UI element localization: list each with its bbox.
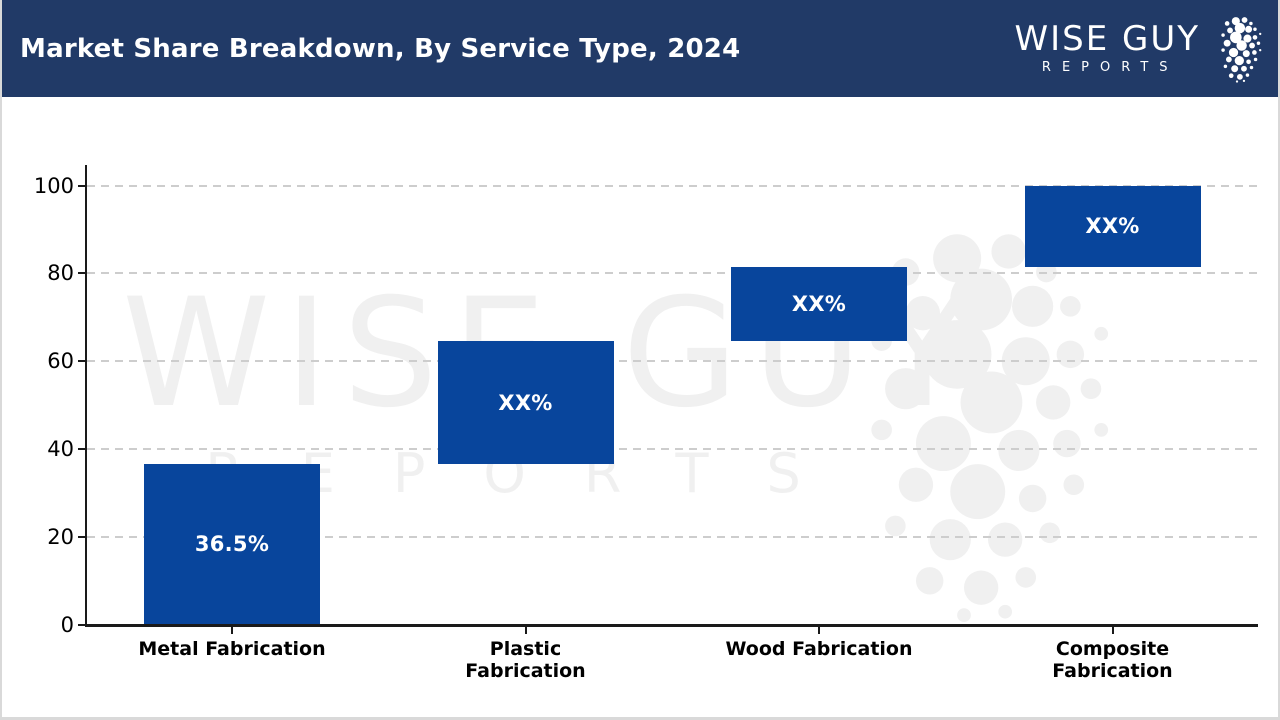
header-bar: Market Share Breakdown, By Service Type,… [2,0,1278,97]
chart-title: Market Share Breakdown, By Service Type,… [20,33,741,64]
y-tick-label: 80 [47,261,74,286]
x-axis [85,624,1258,627]
y-tick [78,272,85,275]
logo-subtext: REPORTS [1041,59,1179,75]
x-tick [524,627,527,634]
bar-segment: 36.5% [144,464,320,625]
y-tick-label: 100 [33,173,74,198]
gridline [87,360,1258,363]
x-tick-label-line: Metal Fabrication [138,638,326,660]
x-tick-label-line: Plastic [489,638,562,660]
y-tick [78,535,85,538]
y-tick [78,184,85,187]
y-tick [78,360,85,363]
x-tick-label: Metal Fabrication [138,638,325,660]
gridline [87,535,1258,538]
logo-text: WISE GUY REPORTS [1014,19,1200,75]
bar-segment: XX% [731,266,907,342]
y-tick [78,623,85,626]
bar-value-label: 36.5% [194,532,270,557]
gridline [87,272,1258,275]
gridline [87,184,1258,187]
y-tick-label: 40 [47,436,74,461]
x-tick-label-line: Wood Fabrication [725,638,913,660]
bar-value-label: XX% [1085,214,1140,239]
y-axis [85,165,87,627]
gridline [87,447,1258,450]
bar-value-label: XX% [791,292,847,317]
y-tick-label: 0 [60,612,74,637]
x-tick-label: Composite Fabrication [1052,638,1172,682]
bar-value-label: XX% [498,390,553,415]
x-tick [1111,627,1114,634]
logo-head-icon [1221,16,1262,83]
x-tick [231,627,233,634]
bar-segment: XX% [1024,185,1201,267]
wiseguy-logo: WISE GUY REPORTS [1014,13,1266,85]
x-tick-label-line: Fabrication [465,660,586,682]
x-tick-label-line: Composite [1055,638,1170,660]
logo-wordmark: WISE GUY [1014,19,1200,60]
y-tick-label: 20 [47,524,74,549]
x-tick-label: Plastic Fabrication [465,638,585,682]
x-tick [818,627,820,634]
y-tick [78,447,85,450]
x-tick-label: Wood Fabrication [725,638,912,660]
x-tick-label-line: Fabrication [1052,660,1173,682]
y-tick-label: 60 [47,349,74,374]
bar-segment: XX% [437,341,614,465]
